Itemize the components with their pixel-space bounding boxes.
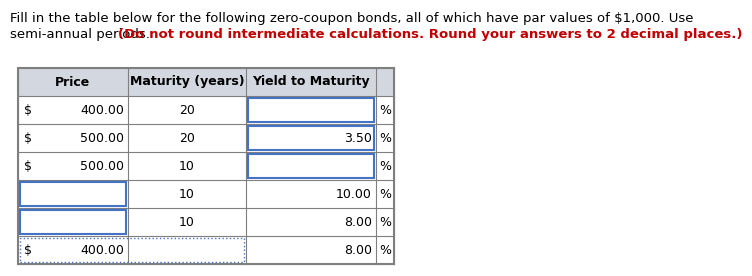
Text: 400.00: 400.00 — [80, 104, 124, 116]
Text: 20: 20 — [179, 104, 195, 116]
Text: %: % — [379, 104, 391, 116]
Text: $: $ — [24, 160, 32, 172]
Text: 20: 20 — [179, 131, 195, 145]
Bar — [18, 68, 394, 96]
Bar — [18, 68, 394, 264]
Text: $: $ — [24, 243, 32, 256]
Bar — [18, 152, 394, 180]
Bar — [18, 96, 394, 124]
Bar — [18, 208, 394, 236]
Text: 500.00: 500.00 — [80, 131, 124, 145]
Text: $: $ — [24, 131, 32, 145]
Bar — [18, 180, 394, 208]
Text: Yield to Maturity: Yield to Maturity — [252, 76, 370, 89]
Text: Price: Price — [56, 76, 91, 89]
Bar — [248, 154, 374, 178]
Text: 8.00: 8.00 — [344, 216, 372, 229]
Text: (Do not round intermediate calculations. Round your answers to 2 decimal places.: (Do not round intermediate calculations.… — [118, 28, 742, 41]
Bar — [20, 210, 126, 234]
Bar — [18, 236, 394, 264]
Text: %: % — [379, 160, 391, 172]
Bar — [20, 182, 126, 206]
Bar — [18, 124, 394, 152]
Bar — [20, 238, 244, 262]
Text: 10: 10 — [179, 187, 195, 200]
Text: %: % — [379, 216, 391, 229]
Text: 10.00: 10.00 — [336, 187, 372, 200]
Text: $: $ — [24, 104, 32, 116]
Text: semi-annual periods.: semi-annual periods. — [10, 28, 154, 41]
Text: 500.00: 500.00 — [80, 160, 124, 172]
Text: 10: 10 — [179, 216, 195, 229]
Text: %: % — [379, 187, 391, 200]
Text: %: % — [379, 131, 391, 145]
Text: 400.00: 400.00 — [80, 243, 124, 256]
Text: %: % — [379, 243, 391, 256]
Text: 3.50: 3.50 — [344, 131, 372, 145]
Bar — [248, 98, 374, 122]
Text: 8.00: 8.00 — [344, 243, 372, 256]
Text: Maturity (years): Maturity (years) — [129, 76, 244, 89]
Text: Fill in the table below for the following zero-coupon bonds, all of which have p: Fill in the table below for the followin… — [10, 12, 693, 25]
Bar — [248, 126, 374, 150]
Text: 10: 10 — [179, 160, 195, 172]
